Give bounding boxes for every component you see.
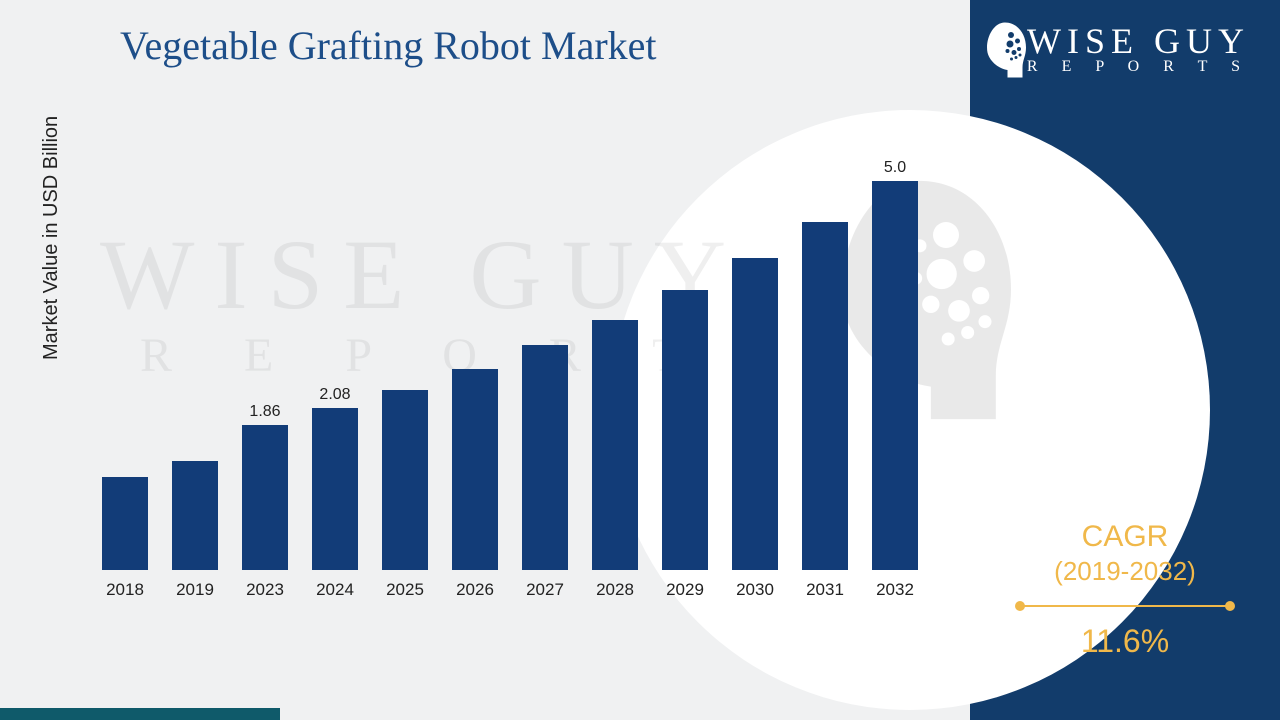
plot-area: 1.86 2.08 5.0 [90, 150, 940, 570]
x-tick-label: 2019 [160, 580, 230, 600]
logo-main-text: WISE GUY [1027, 20, 1250, 62]
brand-logo: WISE GUY R E P O R T S [1027, 20, 1250, 76]
logo-sub-text: R E P O R T S [1027, 58, 1250, 76]
bar [522, 345, 568, 570]
bar [382, 390, 428, 570]
chart-title: Vegetable Grafting Robot Market [120, 22, 657, 69]
logo-head-icon [980, 20, 1030, 80]
x-tick-label: 2029 [650, 580, 720, 600]
cagr-value: 11.6% [1010, 623, 1240, 660]
x-tick-label: 2018 [90, 580, 160, 600]
x-tick-label: 2030 [720, 580, 790, 600]
cagr-years: (2019-2032) [1010, 556, 1240, 587]
bar [662, 290, 708, 570]
bar [802, 222, 848, 570]
x-tick-label: 2032 [860, 580, 930, 600]
y-axis-label: Market Value in USD Billion [40, 116, 63, 360]
x-tick-label: 2024 [300, 580, 370, 600]
bar [732, 258, 778, 570]
x-tick-label: 2026 [440, 580, 510, 600]
x-axis-labels: 2018201920232024202520262027202820292030… [90, 572, 940, 600]
cagr-box: CAGR (2019-2032) 11.6% [1010, 520, 1240, 660]
bar-value-label: 2.08 [312, 386, 358, 404]
bar-chart: 1.86 2.08 5.0 2018201920232024202520262027… [90, 150, 940, 600]
cagr-label: CAGR [1010, 520, 1240, 554]
bar [592, 320, 638, 570]
x-tick-label: 2023 [230, 580, 300, 600]
cagr-divider [1020, 605, 1230, 607]
bottom-strip [0, 708, 280, 720]
bar [452, 369, 498, 570]
bar-value-label: 5.0 [872, 159, 918, 177]
bar: 2.08 [312, 408, 358, 570]
x-tick-label: 2031 [790, 580, 860, 600]
bar: 1.86 [242, 425, 288, 570]
x-tick-label: 2028 [580, 580, 650, 600]
x-tick-label: 2025 [370, 580, 440, 600]
bar [172, 461, 218, 570]
bar-value-label: 1.86 [242, 403, 288, 421]
bar [102, 477, 148, 570]
x-tick-label: 2027 [510, 580, 580, 600]
bar: 5.0 [872, 181, 918, 570]
